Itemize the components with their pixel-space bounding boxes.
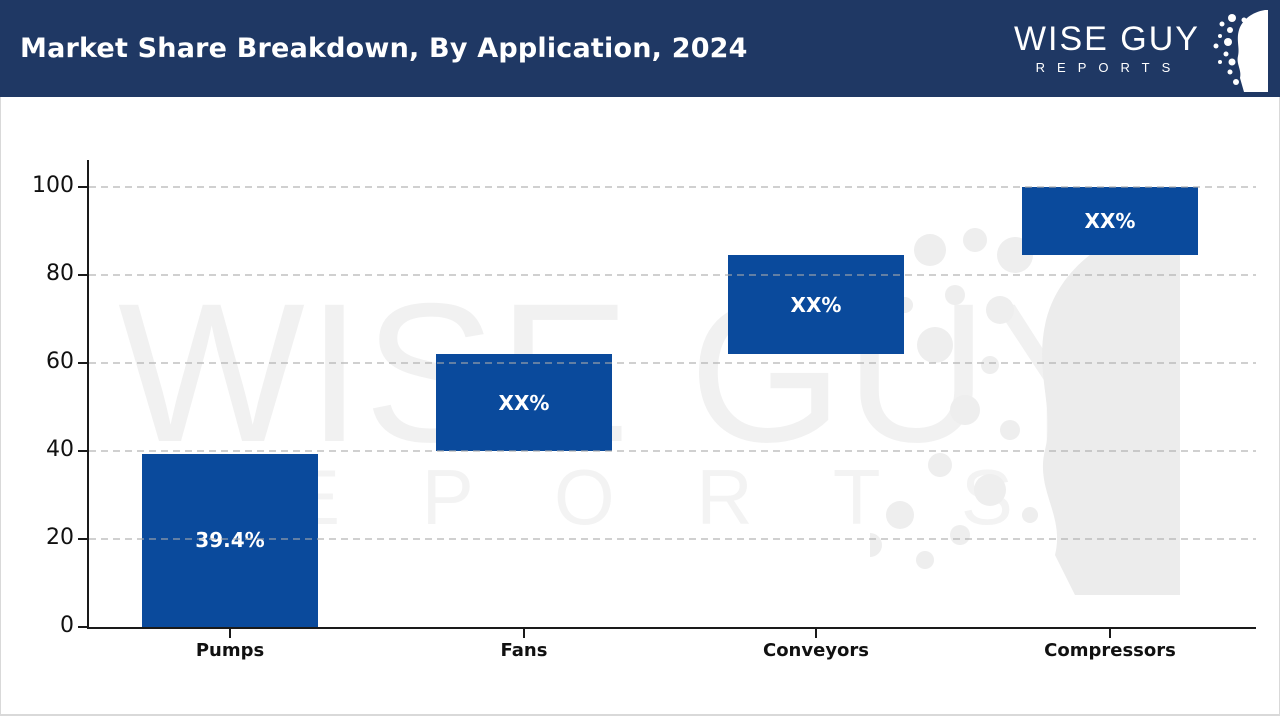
bar-fans: XX% <box>436 354 612 451</box>
y-tick-0 <box>78 626 87 628</box>
bar-conveyors: XX% <box>728 255 904 355</box>
bar-pumps: 39.4% <box>142 453 318 627</box>
x-tick-conveyors <box>815 629 817 638</box>
gridline-20 <box>89 538 1256 540</box>
dotted-head-icon <box>1213 10 1268 92</box>
bar-value-label: XX% <box>1084 209 1136 234</box>
x-tick-compressors <box>1109 629 1111 638</box>
gridline-40 <box>89 450 1256 452</box>
x-category-label-pumps: Pumps <box>195 640 265 661</box>
header: Market Share Breakdown, By Application, … <box>0 0 1280 97</box>
x-tick-pumps <box>229 629 231 638</box>
x-category-label-fans: Fans <box>500 640 548 661</box>
x-category-label-conveyors: Conveyors <box>762 640 870 661</box>
y-tick-20 <box>78 538 87 540</box>
page-title: Market Share Breakdown, By Application, … <box>20 33 748 64</box>
logo-subtitle: REPORTS <box>1035 60 1183 75</box>
gridline-80 <box>89 274 1256 276</box>
y-tick-100 <box>78 186 87 188</box>
y-tick-40 <box>78 450 87 452</box>
y-tick-label-20: 20 <box>46 525 74 550</box>
bar-compressors: XX% <box>1022 187 1198 256</box>
wise-guy-logo: WISE GUY REPORTS <box>1014 6 1268 92</box>
y-tick-label-80: 80 <box>46 261 74 286</box>
y-axis <box>87 160 89 629</box>
x-tick-fans <box>523 629 525 638</box>
gridline-60 <box>89 362 1256 364</box>
y-tick-label-0: 0 <box>60 613 74 638</box>
logo-text: WISE GUY REPORTS <box>1014 22 1200 75</box>
y-tick-60 <box>78 362 87 364</box>
gridline-100 <box>89 186 1256 188</box>
y-tick-label-100: 100 <box>32 173 74 198</box>
logo-wordmark: WISE GUY <box>1013 20 1200 58</box>
y-tick-80 <box>78 274 87 276</box>
y-tick-label-40: 40 <box>46 437 74 462</box>
x-axis <box>87 627 1256 629</box>
bottom-divider <box>0 714 1280 716</box>
y-tick-label-60: 60 <box>46 349 74 374</box>
bar-value-label: 39.4% <box>195 528 265 553</box>
bar-value-label: XX% <box>498 390 550 415</box>
x-category-label-compressors: Compressors <box>1044 640 1176 661</box>
bar-value-label: XX% <box>790 292 842 317</box>
